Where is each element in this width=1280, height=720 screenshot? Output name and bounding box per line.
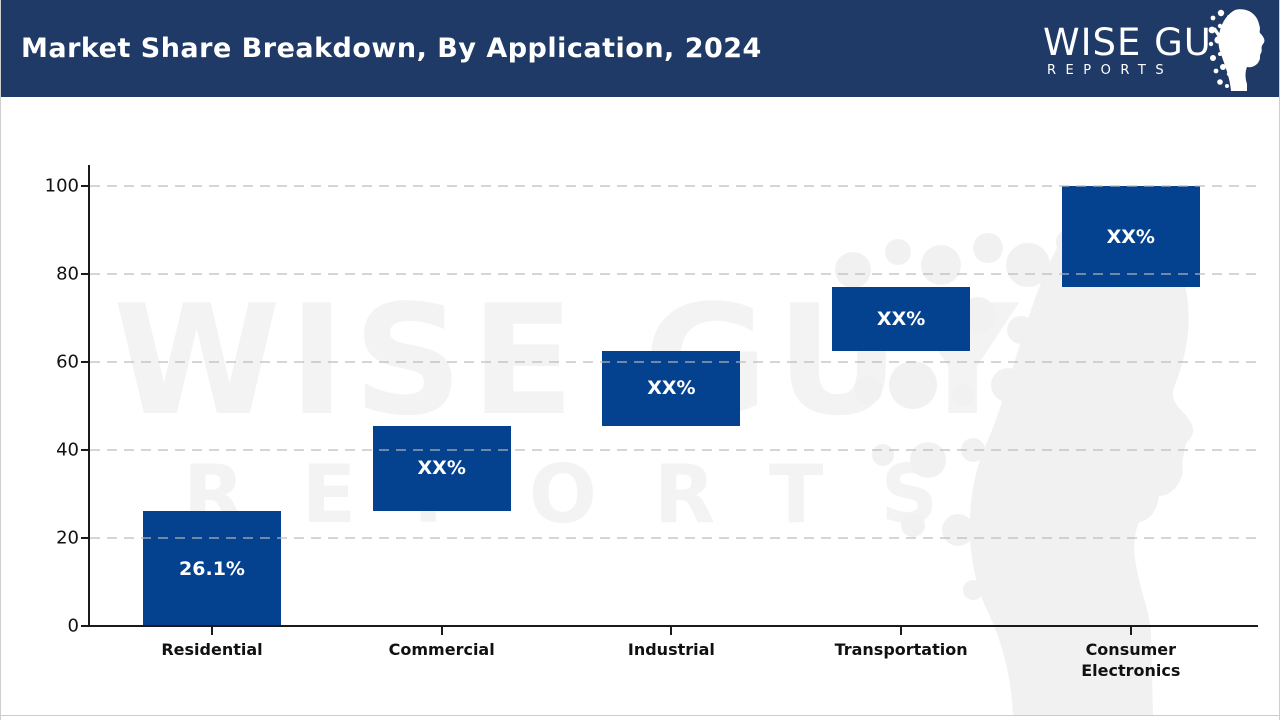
y-tick-label: 40 xyxy=(56,439,79,461)
bar-consumer-electronics xyxy=(1061,186,1200,288)
y-tick-label: 60 xyxy=(56,351,79,373)
bar-value-label: 26.1% xyxy=(179,557,245,580)
x-axis-tick xyxy=(670,627,673,635)
logo-wordmark: WISE GUY xyxy=(1043,21,1236,64)
bar-commercial xyxy=(372,425,511,512)
gridline xyxy=(90,273,1258,275)
y-axis-tick xyxy=(81,361,89,363)
wise-guy-logo: WISE GUY REPORTS xyxy=(1009,0,1269,97)
watermark-reports: REPORTS xyxy=(183,448,996,541)
bar-value-label: XX% xyxy=(417,457,466,480)
x-axis-tick xyxy=(211,627,213,635)
x-axis-tick xyxy=(900,627,903,635)
y-axis-tick xyxy=(81,537,89,539)
y-axis-tick xyxy=(81,185,89,187)
x-axis-tick xyxy=(440,627,443,635)
y-axis-line xyxy=(88,165,90,627)
y-tick-label: 80 xyxy=(56,263,79,285)
gridline xyxy=(90,537,1258,539)
y-tick-label: 100 xyxy=(44,175,79,197)
bar-value-label: XX% xyxy=(647,377,696,400)
x-axis-label: Residential xyxy=(161,640,263,659)
bottom-border xyxy=(1,715,1279,716)
header-bar: Market Share Breakdown, By Application, … xyxy=(1,0,1279,97)
y-axis-tick xyxy=(81,273,89,275)
y-tick-label: 0 xyxy=(67,615,79,637)
gridline xyxy=(90,361,1258,363)
face-watermark xyxy=(833,219,1194,715)
logo-subtitle: REPORTS xyxy=(1047,63,1174,78)
logo-text: WISE GUY REPORTS xyxy=(1043,24,1235,77)
x-axis-label: Commercial xyxy=(388,640,495,659)
x-axis-label: Transportation xyxy=(834,640,968,659)
bar-transportation xyxy=(832,287,971,351)
bar-value-label: XX% xyxy=(876,308,926,331)
y-axis-tick xyxy=(81,625,89,627)
page-title: Market Share Breakdown, By Application, … xyxy=(21,33,762,64)
y-tick-label: 20 xyxy=(56,527,79,549)
bar-value-label: XX% xyxy=(1106,225,1155,248)
x-axis-line xyxy=(88,625,1258,627)
gridline xyxy=(90,185,1258,187)
x-axis-tick xyxy=(1129,627,1132,635)
bar-residential xyxy=(143,511,281,626)
bar-industrial xyxy=(602,351,741,426)
gridline xyxy=(90,449,1258,451)
x-axis-label: Industrial xyxy=(627,640,715,659)
x-axis-label: Consumer Electronics xyxy=(1081,640,1181,680)
logo-face-icon xyxy=(1208,9,1265,91)
y-axis-tick xyxy=(81,449,89,451)
